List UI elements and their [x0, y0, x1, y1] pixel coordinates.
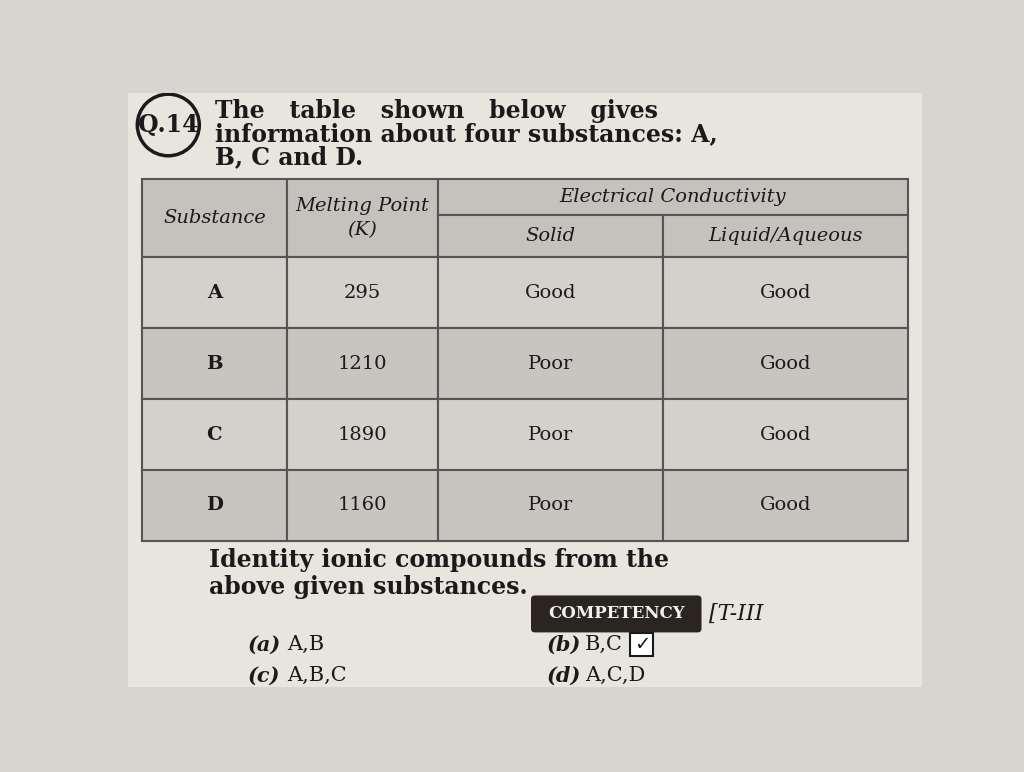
Bar [663, 215, 907, 257]
Text: 295: 295 [344, 284, 381, 302]
Text: Good: Good [760, 284, 811, 302]
Bar [663, 257, 907, 328]
Text: A,C,D: A,C,D [586, 666, 645, 685]
Text: B: B [206, 354, 223, 373]
Text: (a): (a) [248, 635, 282, 655]
Text: 1160: 1160 [338, 496, 387, 514]
Text: A,B,C: A,B,C [287, 666, 346, 685]
Bar [142, 257, 287, 328]
Bar [287, 328, 438, 399]
Text: Good: Good [760, 496, 811, 514]
Bar [438, 215, 663, 257]
Bar [438, 399, 663, 470]
Text: information about four substances: A,: information about four substances: A, [215, 122, 718, 146]
Text: (d): (d) [547, 665, 581, 686]
FancyBboxPatch shape [531, 595, 701, 632]
Text: ✓: ✓ [634, 635, 650, 654]
Bar [438, 470, 663, 540]
Bar [287, 399, 438, 470]
Text: (c): (c) [248, 665, 281, 686]
Text: (b): (b) [547, 635, 581, 655]
Text: Substance: Substance [163, 209, 266, 227]
Text: Melting Point
(K): Melting Point (K) [296, 198, 429, 239]
Text: [T-III: [T-III [710, 603, 764, 625]
Text: D: D [206, 496, 223, 514]
Text: Poor: Poor [527, 354, 573, 373]
Text: Solid: Solid [525, 227, 575, 245]
Text: 1210: 1210 [338, 354, 387, 373]
Bar [438, 179, 907, 215]
Text: A,B: A,B [287, 635, 324, 654]
Text: A: A [207, 284, 222, 302]
Text: 1890: 1890 [338, 425, 387, 444]
Text: Good: Good [760, 354, 811, 373]
Text: The   table   shown   below   gives: The table shown below gives [215, 99, 657, 123]
Text: Electrical Conductivity: Electrical Conductivity [559, 188, 786, 206]
Bar [630, 633, 653, 656]
Bar [142, 470, 287, 540]
Text: above given substances.: above given substances. [209, 575, 528, 599]
Bar [663, 470, 907, 540]
Bar [142, 179, 287, 257]
Text: Liquid/Aqueous: Liquid/Aqueous [708, 227, 862, 245]
Bar [142, 328, 287, 399]
Text: Identity ionic compounds from the: Identity ionic compounds from the [209, 548, 670, 572]
Text: Good: Good [760, 425, 811, 444]
Bar [438, 257, 663, 328]
Bar [438, 328, 663, 399]
Text: Poor: Poor [527, 496, 573, 514]
Text: COMPETENCY: COMPETENCY [548, 605, 685, 622]
Bar [663, 328, 907, 399]
Text: B,C: B,C [586, 635, 624, 654]
Text: Q.14: Q.14 [138, 113, 199, 137]
Bar [142, 399, 287, 470]
Bar [287, 257, 438, 328]
Text: B, C and D.: B, C and D. [215, 145, 362, 169]
Text: Poor: Poor [527, 425, 573, 444]
Bar [287, 179, 438, 257]
Text: Good: Good [524, 284, 577, 302]
Bar [287, 470, 438, 540]
Text: C: C [207, 425, 222, 444]
Bar [663, 399, 907, 470]
